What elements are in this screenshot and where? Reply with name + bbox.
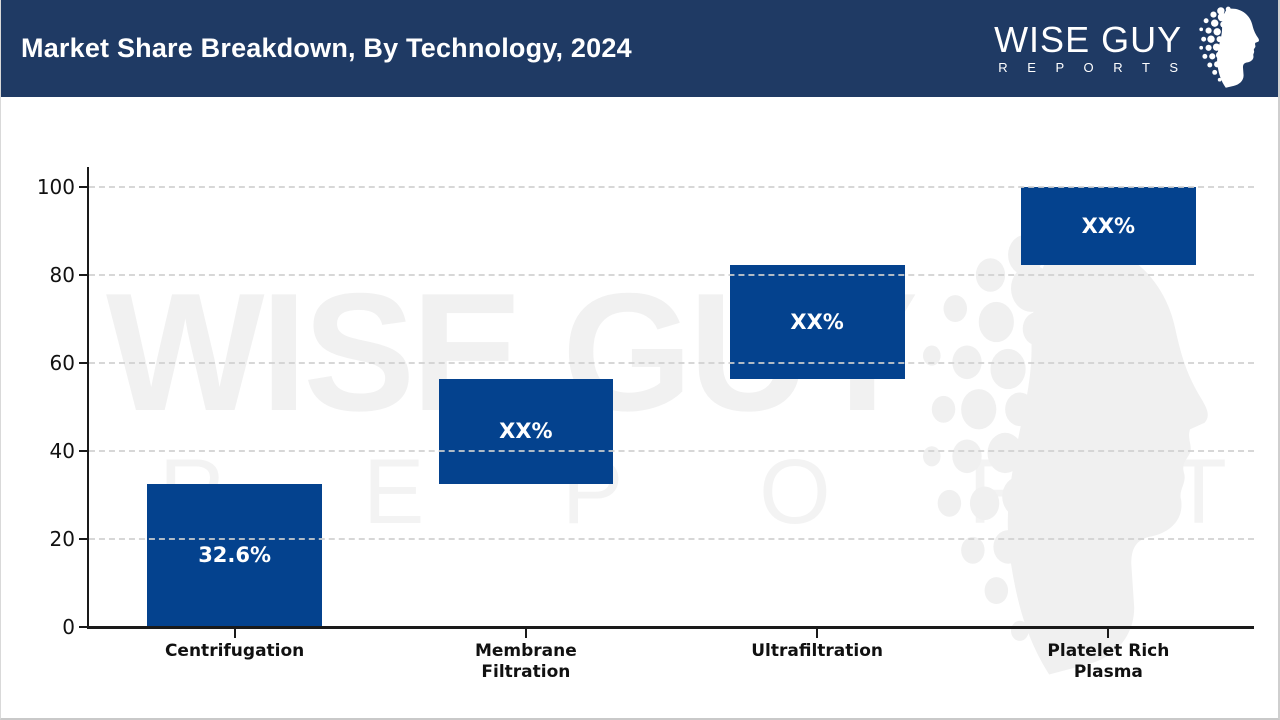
y-tick-mark xyxy=(79,538,87,540)
x-tick-mark xyxy=(233,629,236,638)
bar-value-label: XX% xyxy=(499,419,553,444)
bar: XX% xyxy=(729,265,905,380)
y-tick-label: 60 xyxy=(49,351,75,375)
x-tick-mark xyxy=(1107,629,1110,638)
logo-head-icon xyxy=(1199,6,1259,88)
x-axis-line xyxy=(87,626,1254,629)
category-label: Platelet Rich Plasma xyxy=(1047,641,1170,682)
category-label: Membrane Filtration xyxy=(474,641,577,682)
y-tick-label: 100 xyxy=(36,175,75,199)
bar: XX% xyxy=(438,379,614,484)
y-tick-label: 0 xyxy=(62,615,75,639)
logo-text: WISE GUY R E P O R T S xyxy=(990,19,1186,76)
y-tick-mark xyxy=(79,450,87,452)
y-axis-line xyxy=(87,167,89,627)
category-label: Ultrafiltration xyxy=(751,641,883,661)
bar: XX% xyxy=(1021,187,1196,266)
y-tick-label: 20 xyxy=(49,527,75,551)
y-tick-label: 80 xyxy=(49,263,75,287)
header-bar: Market Share Breakdown, By Technology, 2… xyxy=(1,0,1278,97)
bar: 32.6% xyxy=(147,483,322,627)
bar-value-label: XX% xyxy=(1081,214,1136,239)
category-label: Centrifugation xyxy=(164,641,305,661)
x-tick-mark xyxy=(524,629,527,638)
y-tick-mark xyxy=(79,626,87,628)
logo-wordmark: WISE GUY xyxy=(994,19,1183,60)
x-tick-mark xyxy=(816,629,819,638)
wise-guy-logo: WISE GUY R E P O R T S xyxy=(990,0,1264,97)
y-tick-mark xyxy=(79,274,87,276)
chart-title: Market Share Breakdown, By Technology, 2… xyxy=(21,33,632,63)
bar-value-label: 32.6% xyxy=(198,543,272,568)
bar-value-label: XX% xyxy=(790,310,844,335)
logo-subtitle: R E P O R T S xyxy=(998,60,1186,75)
y-tick-label: 40 xyxy=(49,439,75,463)
y-tick-mark xyxy=(79,362,87,364)
y-tick-mark xyxy=(79,186,87,188)
